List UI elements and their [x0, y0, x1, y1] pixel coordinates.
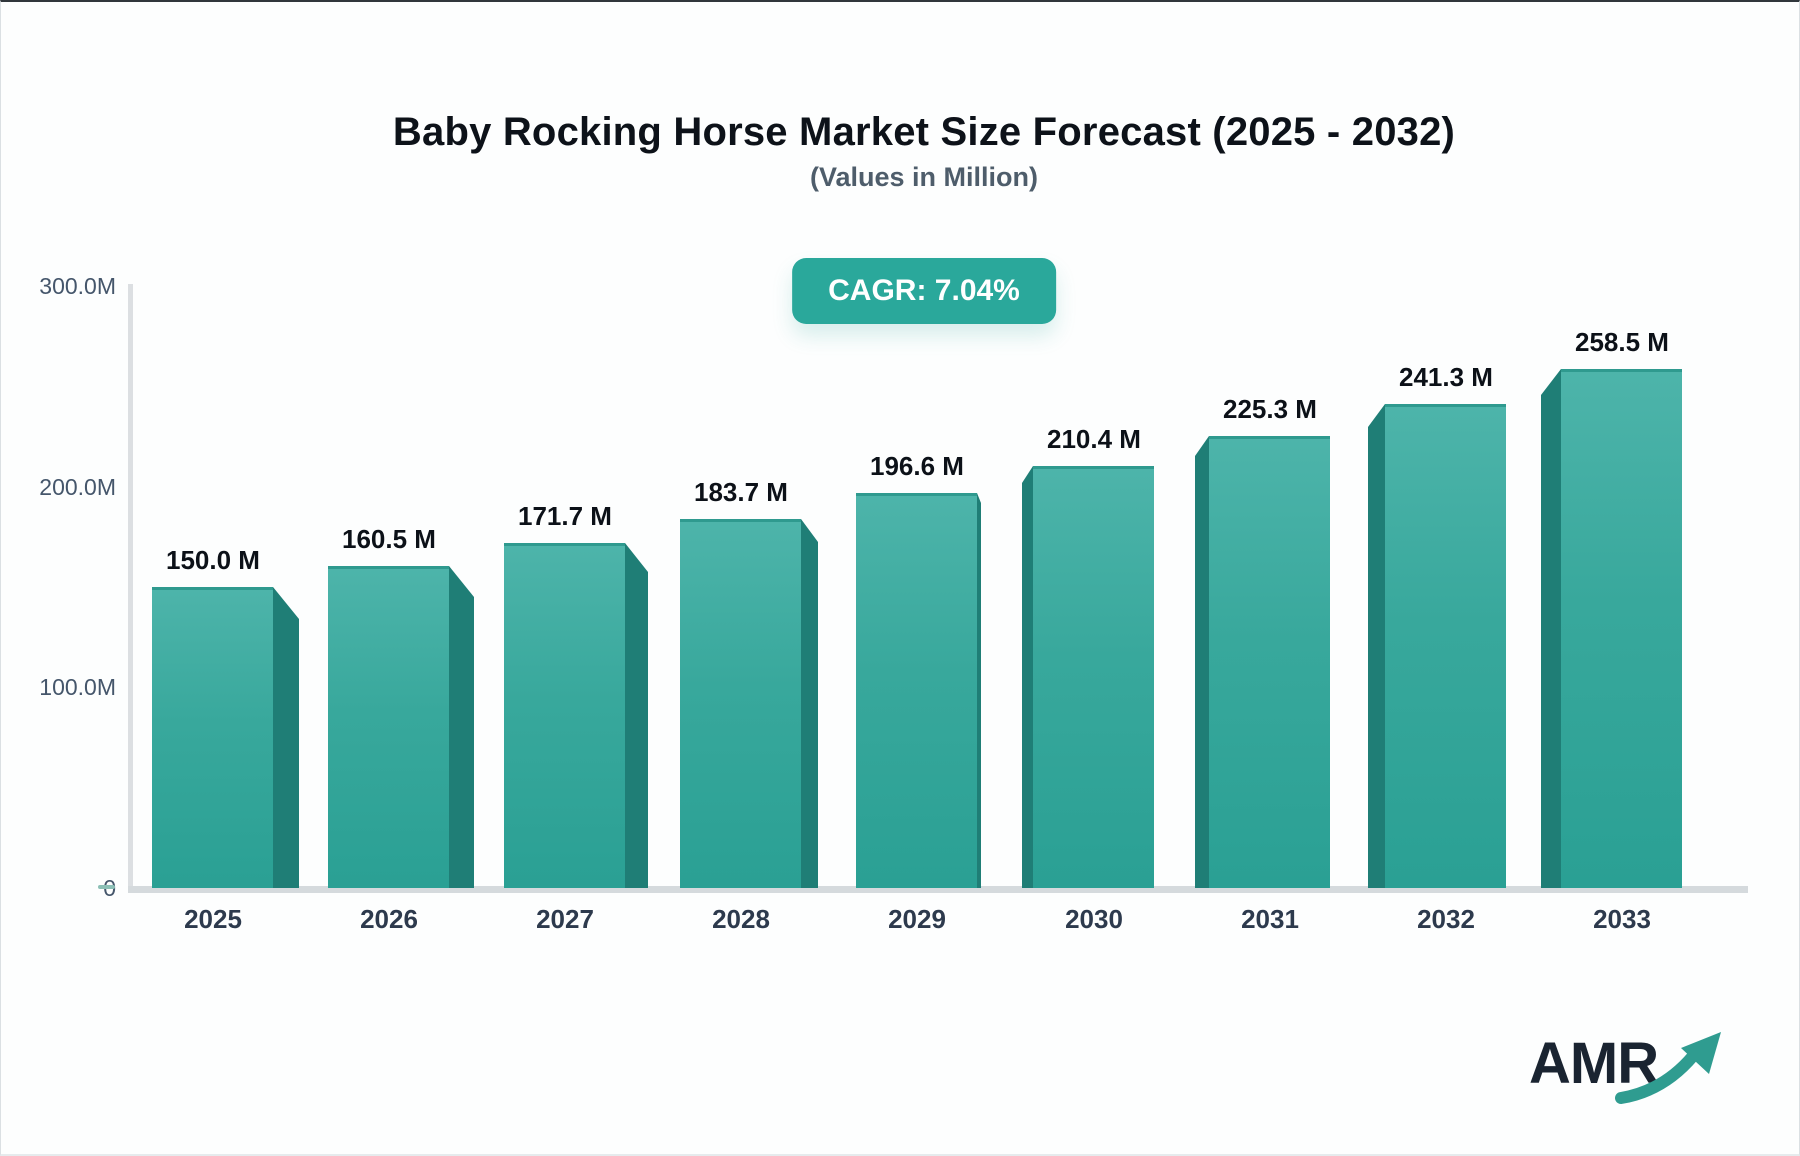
bar-side-face [977, 493, 981, 888]
x-axis-label: 2030 [1065, 904, 1123, 934]
x-axis-line [128, 886, 1748, 893]
amr-logo: AMR [1529, 1031, 1739, 1114]
amr-logo-text: AMR [1529, 1031, 1659, 1096]
bar-side-face [1022, 466, 1033, 888]
growth-arrow-icon [1615, 1032, 1721, 1104]
bar-2027 [504, 543, 625, 888]
chart-subtitle: (Values in Million) [809, 162, 1039, 192]
y-axis-line [128, 284, 133, 893]
x-axis-label: 2025 [184, 904, 242, 934]
x-axis-label: 2031 [1241, 904, 1299, 934]
bar-value-label: 196.6 M [870, 451, 964, 481]
bar-value-label: 241.3 M [1399, 362, 1493, 392]
bar-2033 [1561, 369, 1682, 888]
bar-2030 [1033, 466, 1154, 888]
y-axis-tick-label: 200.0M [39, 473, 116, 500]
bar-value-label: 150.0 M [166, 545, 260, 575]
x-axis-label: 2028 [712, 904, 770, 934]
x-axis-label: 2026 [360, 904, 418, 934]
bar-2025 [152, 587, 273, 888]
x-axis-label: 2027 [536, 904, 594, 934]
bar-side-face [273, 587, 299, 888]
bar-2032 [1385, 404, 1506, 888]
bar-value-label: 183.7 M [694, 477, 788, 507]
bar-value-label: 171.7 M [518, 501, 612, 531]
bar-side-face [449, 566, 474, 888]
bar-value-label: 225.3 M [1223, 394, 1317, 424]
bar-side-face [801, 519, 818, 888]
bar-2028 [680, 519, 801, 888]
bar-side-face [1195, 436, 1209, 888]
bar-side-face [1368, 404, 1385, 888]
cagr-badge: CAGR: 7.04% [792, 258, 1056, 324]
x-axis-label: 2033 [1593, 904, 1651, 934]
chart-title: Baby Rocking Horse Market Size Forecast … [392, 110, 1456, 154]
bar-value-label: 160.5 M [342, 524, 436, 554]
y-axis-tick-label: 300.0M [39, 273, 116, 299]
bar-value-label: 258.5 M [1575, 327, 1669, 357]
zero-tick-mark [98, 885, 115, 889]
x-axis-label: 2032 [1417, 904, 1475, 934]
bar-2029 [856, 493, 977, 888]
bar-2031 [1209, 436, 1330, 888]
bar-2026 [328, 566, 449, 888]
bar-side-face [1541, 369, 1561, 888]
bar-value-label: 210.4 M [1047, 424, 1141, 454]
y-axis-tick-label: 100.0M [39, 674, 116, 701]
bar-side-face [625, 543, 648, 888]
x-axis-label: 2029 [888, 904, 946, 934]
